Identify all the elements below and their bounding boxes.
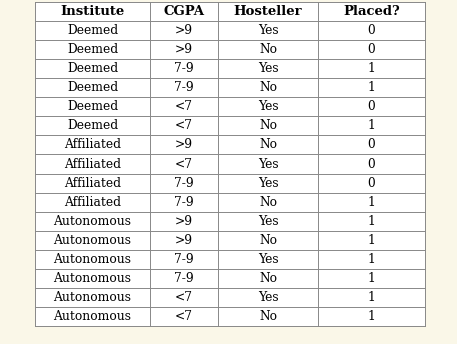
Text: Yes: Yes [258,100,278,113]
Text: Affiliated: Affiliated [64,158,121,171]
Text: Institute: Institute [60,5,125,18]
Text: Deemed: Deemed [67,100,118,113]
Text: 1: 1 [367,291,375,304]
Text: 1: 1 [367,62,375,75]
Bar [35,2,425,326]
Text: Autonomous: Autonomous [53,215,132,228]
Text: Autonomous: Autonomous [53,253,132,266]
Text: Yes: Yes [258,158,278,171]
Text: CGPA: CGPA [164,5,205,18]
Text: Deemed: Deemed [67,81,118,94]
Text: No: No [259,43,277,56]
Text: <7: <7 [175,310,193,323]
Text: 0: 0 [367,138,375,151]
Text: <7: <7 [175,291,193,304]
Text: >9: >9 [175,138,193,151]
Text: Affiliated: Affiliated [64,176,121,190]
Text: 1: 1 [367,196,375,208]
Text: 0: 0 [367,158,375,171]
Text: No: No [259,119,277,132]
Text: Autonomous: Autonomous [53,310,132,323]
Text: Placed?: Placed? [343,5,400,18]
Text: Deemed: Deemed [67,62,118,75]
Text: No: No [259,196,277,208]
Text: Yes: Yes [258,62,278,75]
Text: No: No [259,138,277,151]
Text: Yes: Yes [258,253,278,266]
Text: No: No [259,81,277,94]
Text: >9: >9 [175,24,193,37]
Text: <7: <7 [175,119,193,132]
Text: Yes: Yes [258,291,278,304]
Text: Deemed: Deemed [67,119,118,132]
Text: 1: 1 [367,119,375,132]
Text: 0: 0 [367,24,375,37]
Text: Yes: Yes [258,176,278,190]
Text: Deemed: Deemed [67,43,118,56]
Text: 1: 1 [367,272,375,285]
Text: Yes: Yes [258,215,278,228]
Text: 1: 1 [367,310,375,323]
Text: <7: <7 [175,100,193,113]
Text: <7: <7 [175,158,193,171]
Text: 7-9: 7-9 [174,176,194,190]
Text: 1: 1 [367,215,375,228]
Text: 1: 1 [367,81,375,94]
Text: Autonomous: Autonomous [53,272,132,285]
Text: 7-9: 7-9 [174,196,194,208]
Text: No: No [259,272,277,285]
Text: Hosteller: Hosteller [234,5,303,18]
Text: Yes: Yes [258,24,278,37]
Text: Autonomous: Autonomous [53,234,132,247]
Text: 0: 0 [367,100,375,113]
Text: 0: 0 [367,43,375,56]
Text: 7-9: 7-9 [174,62,194,75]
Text: Deemed: Deemed [67,24,118,37]
Text: 0: 0 [367,176,375,190]
Text: 7-9: 7-9 [174,81,194,94]
Text: No: No [259,310,277,323]
Text: >9: >9 [175,234,193,247]
Text: 1: 1 [367,253,375,266]
Text: Affiliated: Affiliated [64,138,121,151]
Text: >9: >9 [175,215,193,228]
Text: No: No [259,234,277,247]
Text: 1: 1 [367,234,375,247]
Text: 7-9: 7-9 [174,253,194,266]
Text: Autonomous: Autonomous [53,291,132,304]
Text: 7-9: 7-9 [174,272,194,285]
Text: Affiliated: Affiliated [64,196,121,208]
Text: >9: >9 [175,43,193,56]
